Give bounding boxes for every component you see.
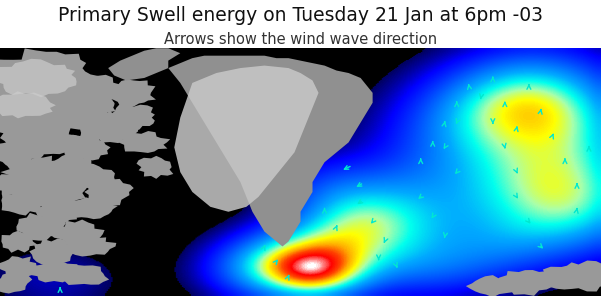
Polygon shape — [63, 235, 117, 257]
Polygon shape — [56, 265, 109, 285]
Polygon shape — [49, 220, 105, 248]
Polygon shape — [44, 154, 97, 180]
Polygon shape — [495, 270, 564, 296]
Polygon shape — [62, 93, 115, 123]
Polygon shape — [0, 91, 56, 118]
Polygon shape — [84, 178, 134, 205]
Polygon shape — [0, 273, 32, 294]
Polygon shape — [44, 74, 121, 113]
Polygon shape — [17, 129, 81, 155]
Polygon shape — [57, 133, 111, 160]
Polygon shape — [18, 172, 89, 206]
Text: Arrows show the wind wave direction: Arrows show the wind wave direction — [164, 32, 437, 47]
Polygon shape — [1, 156, 64, 190]
Polygon shape — [61, 197, 118, 219]
Polygon shape — [0, 170, 40, 198]
Polygon shape — [136, 156, 173, 179]
Polygon shape — [29, 239, 81, 265]
Polygon shape — [0, 256, 37, 278]
Polygon shape — [174, 66, 319, 212]
Polygon shape — [0, 49, 108, 106]
Polygon shape — [105, 80, 156, 107]
Polygon shape — [105, 103, 155, 132]
Polygon shape — [0, 107, 69, 146]
Text: Primary Swell energy on Tuesday 21 Jan at 6pm -03: Primary Swell energy on Tuesday 21 Jan a… — [58, 6, 543, 25]
Polygon shape — [108, 48, 373, 247]
Polygon shape — [1, 231, 38, 253]
Polygon shape — [66, 163, 115, 190]
Polygon shape — [27, 261, 78, 282]
Polygon shape — [74, 111, 138, 143]
Polygon shape — [1, 188, 49, 215]
Polygon shape — [16, 213, 70, 241]
Polygon shape — [35, 196, 86, 224]
Polygon shape — [0, 84, 72, 128]
Polygon shape — [0, 59, 76, 97]
Polygon shape — [0, 139, 44, 166]
Polygon shape — [118, 131, 170, 153]
Polygon shape — [26, 102, 92, 135]
Polygon shape — [543, 260, 601, 292]
Polygon shape — [466, 275, 520, 296]
